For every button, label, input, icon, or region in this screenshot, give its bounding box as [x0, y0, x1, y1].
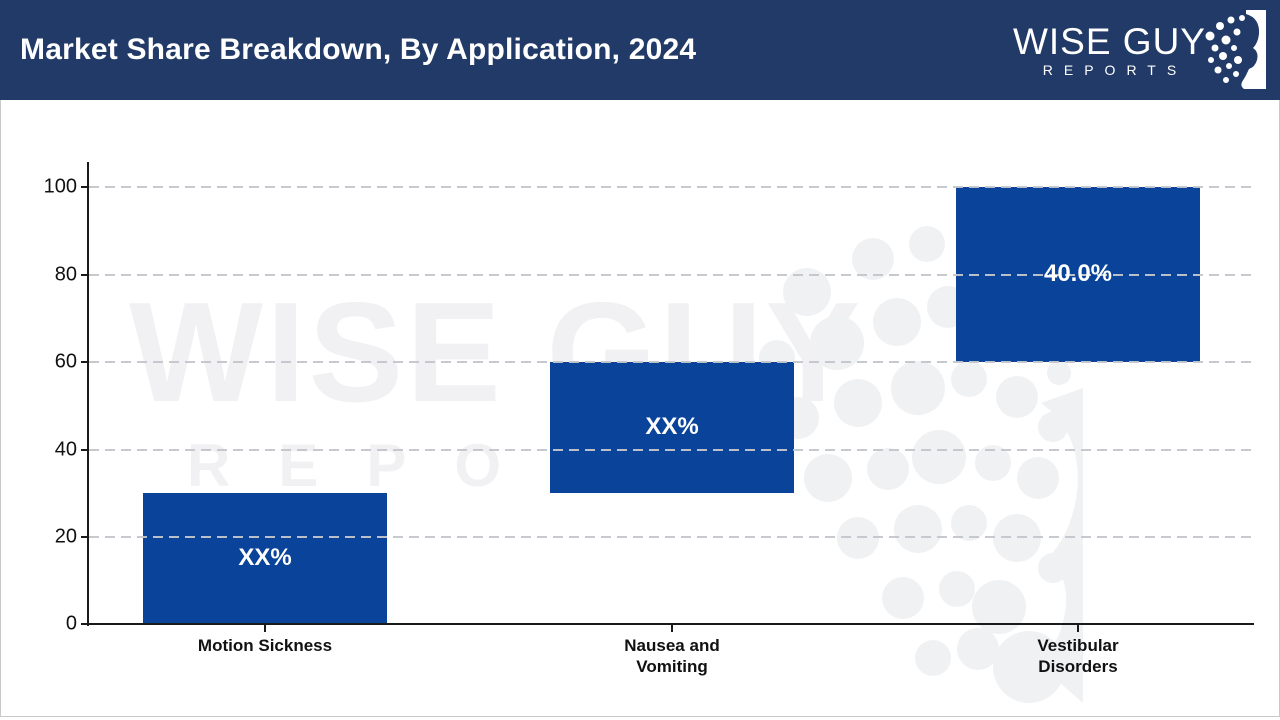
x-category-label: Motion Sickness [197, 636, 333, 655]
logo-subtext: REPORTS [1042, 62, 1188, 78]
y-tick [81, 623, 87, 625]
y-tick [81, 449, 87, 451]
x-tick [671, 625, 673, 632]
y-tick [81, 536, 87, 538]
bar-value-label: XX% [645, 413, 699, 441]
bar-segment [143, 492, 387, 624]
y-tick [81, 361, 87, 363]
y-tick [81, 186, 87, 188]
x-category-label: Nausea and Vomiting [624, 636, 720, 676]
x-tick [264, 625, 266, 632]
gridline-80 [89, 274, 1254, 276]
header-bar: Market Share Breakdown, By Application, … [0, 0, 1280, 100]
x-category-label: Vestibular Disorders [1037, 636, 1119, 676]
y-tick-label: 0 [65, 612, 77, 635]
y-tick-label: 100 [43, 175, 77, 198]
y-tick-label: 20 [54, 525, 77, 548]
y-tick [81, 274, 87, 276]
gridline-40 [89, 449, 1254, 451]
page-title: Market Share Breakdown, By Application, … [20, 33, 697, 66]
gridline-20 [89, 536, 1254, 538]
logo-face-dots-icon [1205, 10, 1266, 89]
bar-value-label: 40.0% [1043, 260, 1113, 288]
y-axis-line [87, 162, 89, 626]
bar-value-label: XX% [238, 544, 292, 572]
y-tick-label: 60 [54, 350, 77, 373]
x-axis-line [87, 623, 1254, 625]
gridline-100 [89, 186, 1254, 188]
y-tick-label: 40 [54, 438, 77, 461]
brand-logo: WISE GUY REPORTS [1013, 10, 1266, 90]
y-tick-label: 80 [54, 263, 77, 286]
gridline-60 [89, 361, 1254, 363]
chart-area: WISE GUY REPORTS XX% XX% 40.0% [0, 100, 1280, 717]
x-tick [1077, 625, 1079, 632]
bar-segment [550, 361, 794, 493]
logo-wordmark: WISE GUY [1012, 21, 1206, 62]
